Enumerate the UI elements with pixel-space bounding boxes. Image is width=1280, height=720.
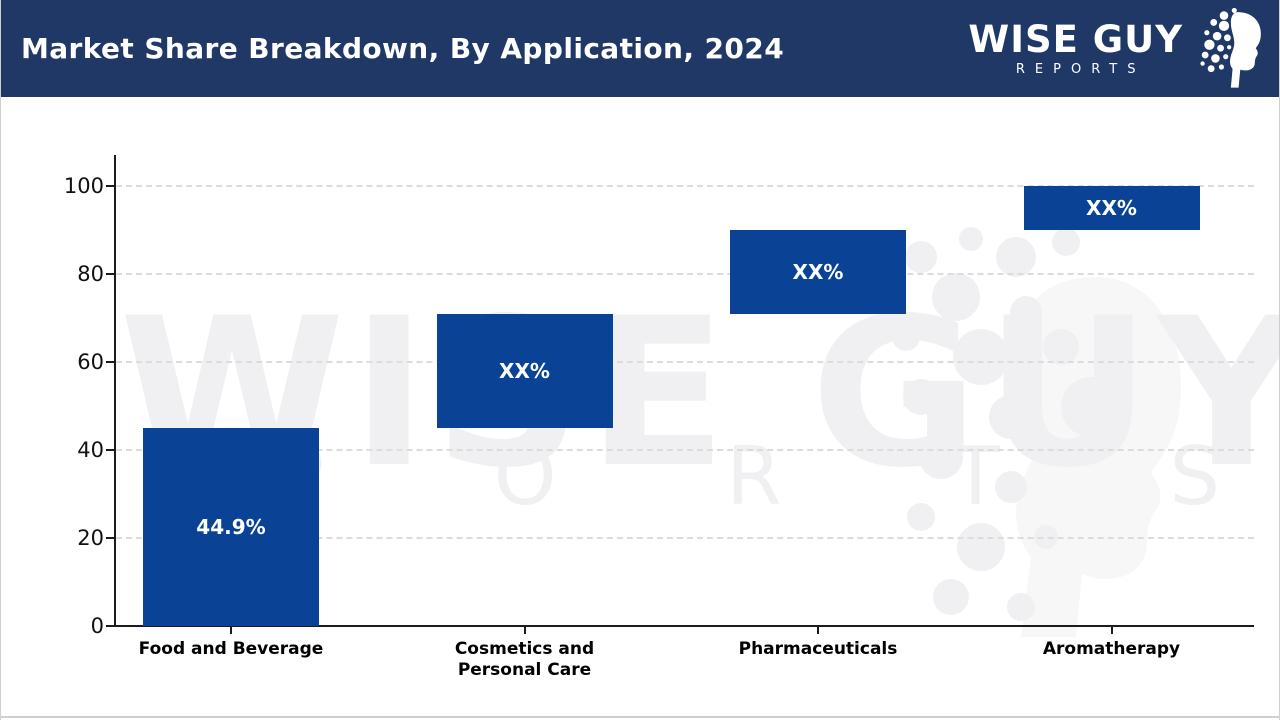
- logo-subtext: REPORTS: [1015, 62, 1146, 77]
- y-tick-label-0: 0: [90, 614, 104, 638]
- y-tick-label-100: 100: [63, 174, 104, 198]
- y-tick-80: [106, 273, 114, 275]
- gridline-20: [116, 537, 1254, 539]
- chart-title: Market Share Breakdown, By Application, …: [21, 32, 785, 65]
- bottom-divider: [1, 716, 1279, 718]
- plot: 0 20 40 60 80 100 44.9% Food and Beverage XX% Cos…: [1, 97, 1279, 716]
- category-label-0: Food and Beverage: [138, 639, 324, 659]
- x-tick-2: [817, 627, 819, 634]
- logo-wordmark: WISE GUY: [968, 18, 1183, 61]
- y-tick-label-60: 60: [77, 350, 104, 374]
- gridline-40: [116, 449, 1254, 451]
- bar-value-label-1: XX%: [499, 359, 550, 383]
- bar-1: XX%: [436, 313, 613, 429]
- bar-value-label-0: 44.9%: [196, 515, 266, 540]
- y-tick-0: [106, 625, 114, 627]
- y-tick-60: [106, 361, 114, 363]
- gridline-80: [116, 273, 1254, 275]
- bar-3: XX%: [1023, 186, 1200, 230]
- bar-0: 44.9%: [143, 428, 319, 626]
- y-tick-label-40: 40: [77, 438, 104, 462]
- gridline-100: [116, 185, 1254, 187]
- y-tick-label-20: 20: [77, 526, 104, 550]
- x-tick-0: [230, 627, 232, 634]
- chart-area: WISE GUY P O R T S: [1, 97, 1279, 716]
- x-tick-1: [523, 627, 526, 634]
- bar-value-label-2: XX%: [792, 259, 844, 284]
- category-label-2: Pharmaceuticals: [738, 639, 898, 659]
- y-tick-label-80: 80: [77, 262, 104, 286]
- logo-head-icon: [1200, 7, 1261, 88]
- wiseguy-logo: WISE GUY REPORTS: [968, 7, 1267, 91]
- y-tick-100: [106, 185, 114, 187]
- y-tick-40: [106, 449, 114, 451]
- bar-2: XX%: [730, 230, 906, 314]
- logo-text: WISE GUY REPORTS: [968, 21, 1183, 76]
- y-axis-line: [114, 155, 116, 626]
- gridline-60: [116, 361, 1254, 363]
- header-bar: Market Share Breakdown, By Application, …: [1, 0, 1279, 97]
- x-tick-3: [1110, 627, 1113, 634]
- bar-value-label-3: XX%: [1086, 196, 1137, 220]
- category-label-3: Aromatherapy: [1042, 639, 1181, 659]
- y-tick-20: [106, 537, 114, 539]
- category-label-1: Cosmetics and Personal Care: [454, 639, 595, 680]
- x-axis-line: [114, 625, 1254, 627]
